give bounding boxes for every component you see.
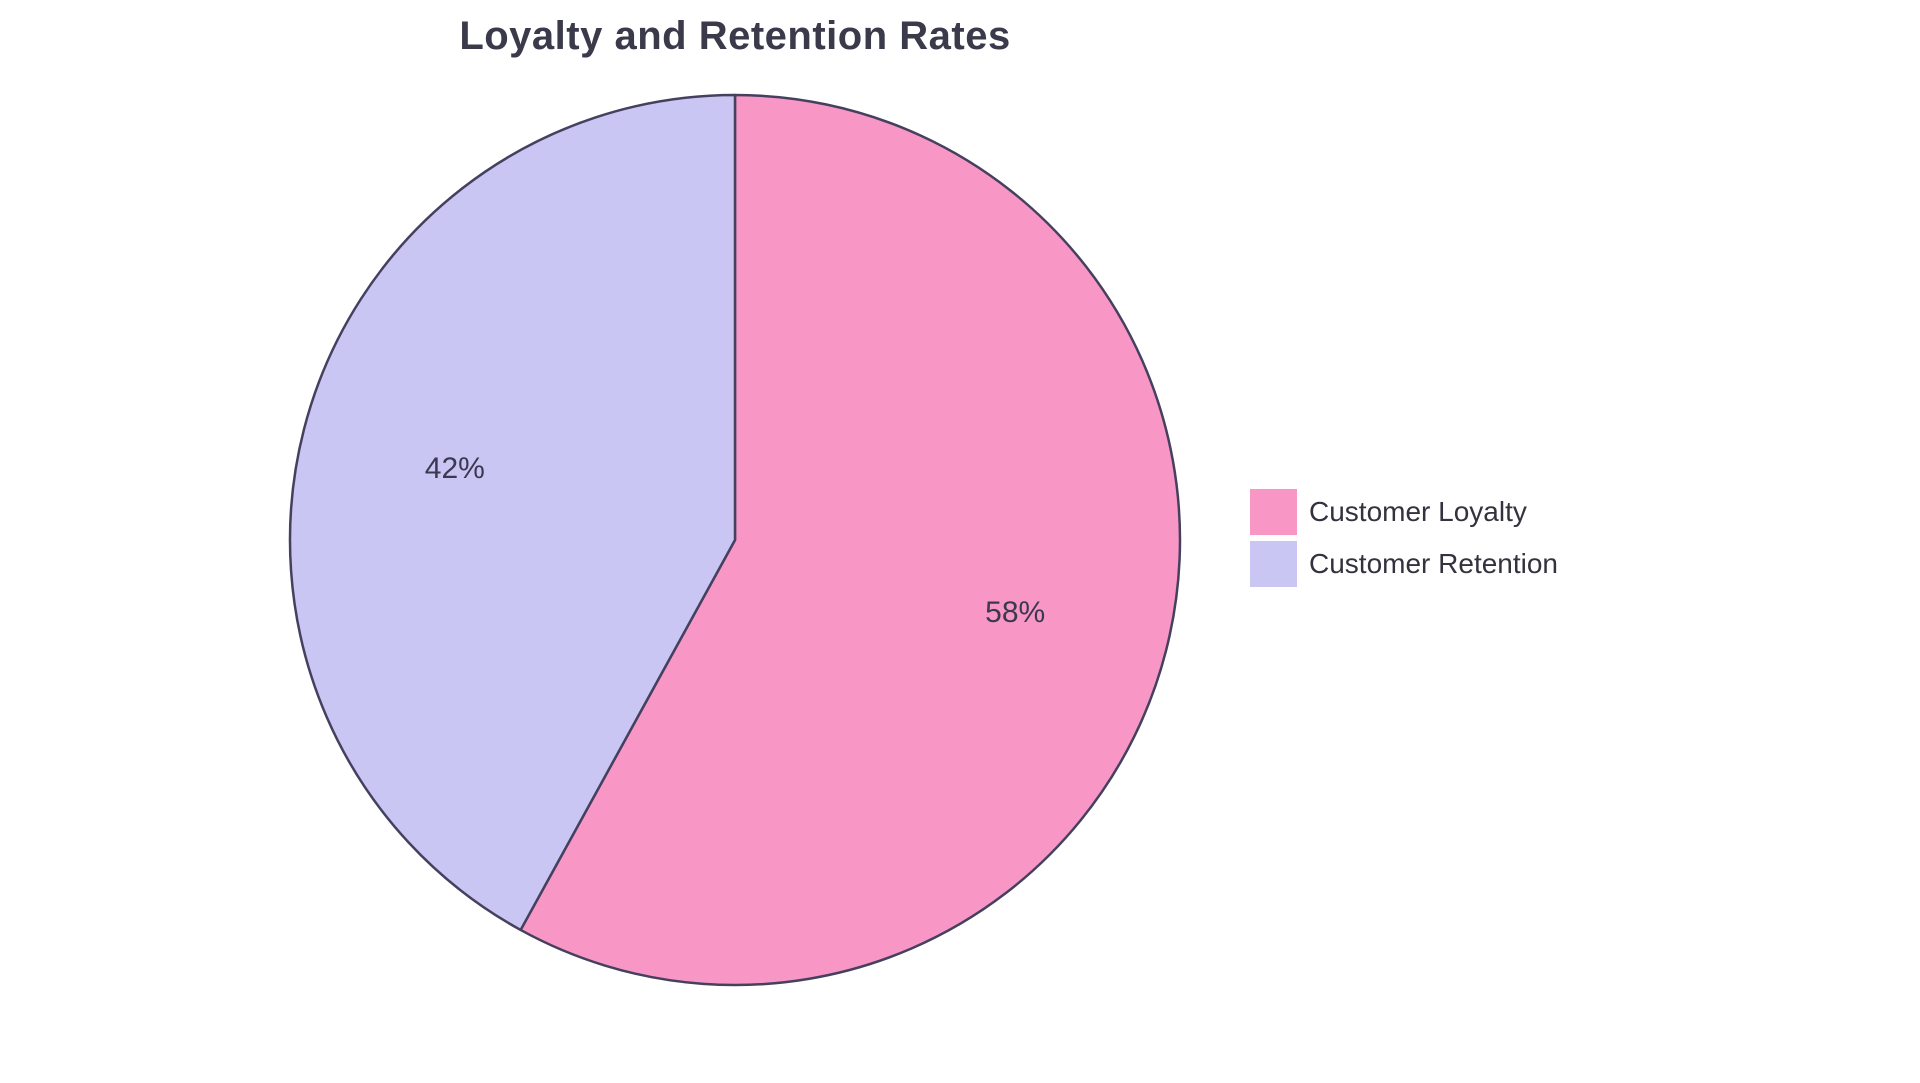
- pie-percent-label-0: 58%: [985, 596, 1045, 629]
- legend-label-1: Customer Retention: [1309, 548, 1559, 579]
- legend-item-1[interactable]: Customer Retention: [1250, 541, 1558, 587]
- legend-label-0: Customer Loyalty: [1309, 496, 1527, 527]
- pie-slice-0[interactable]: [519, 93, 1182, 987]
- legend-swatch-0: [1250, 489, 1297, 535]
- chart-title: Loyalty and Retention Rates: [459, 14, 1011, 58]
- legend-item-0[interactable]: Customer Loyalty: [1250, 489, 1558, 535]
- pie-percent-label-1: 42%: [425, 452, 485, 485]
- legend-swatch-1: [1250, 541, 1297, 587]
- legend: Customer Loyalty Customer Retention: [1250, 489, 1558, 587]
- pie-slice-1[interactable]: [288, 93, 737, 932]
